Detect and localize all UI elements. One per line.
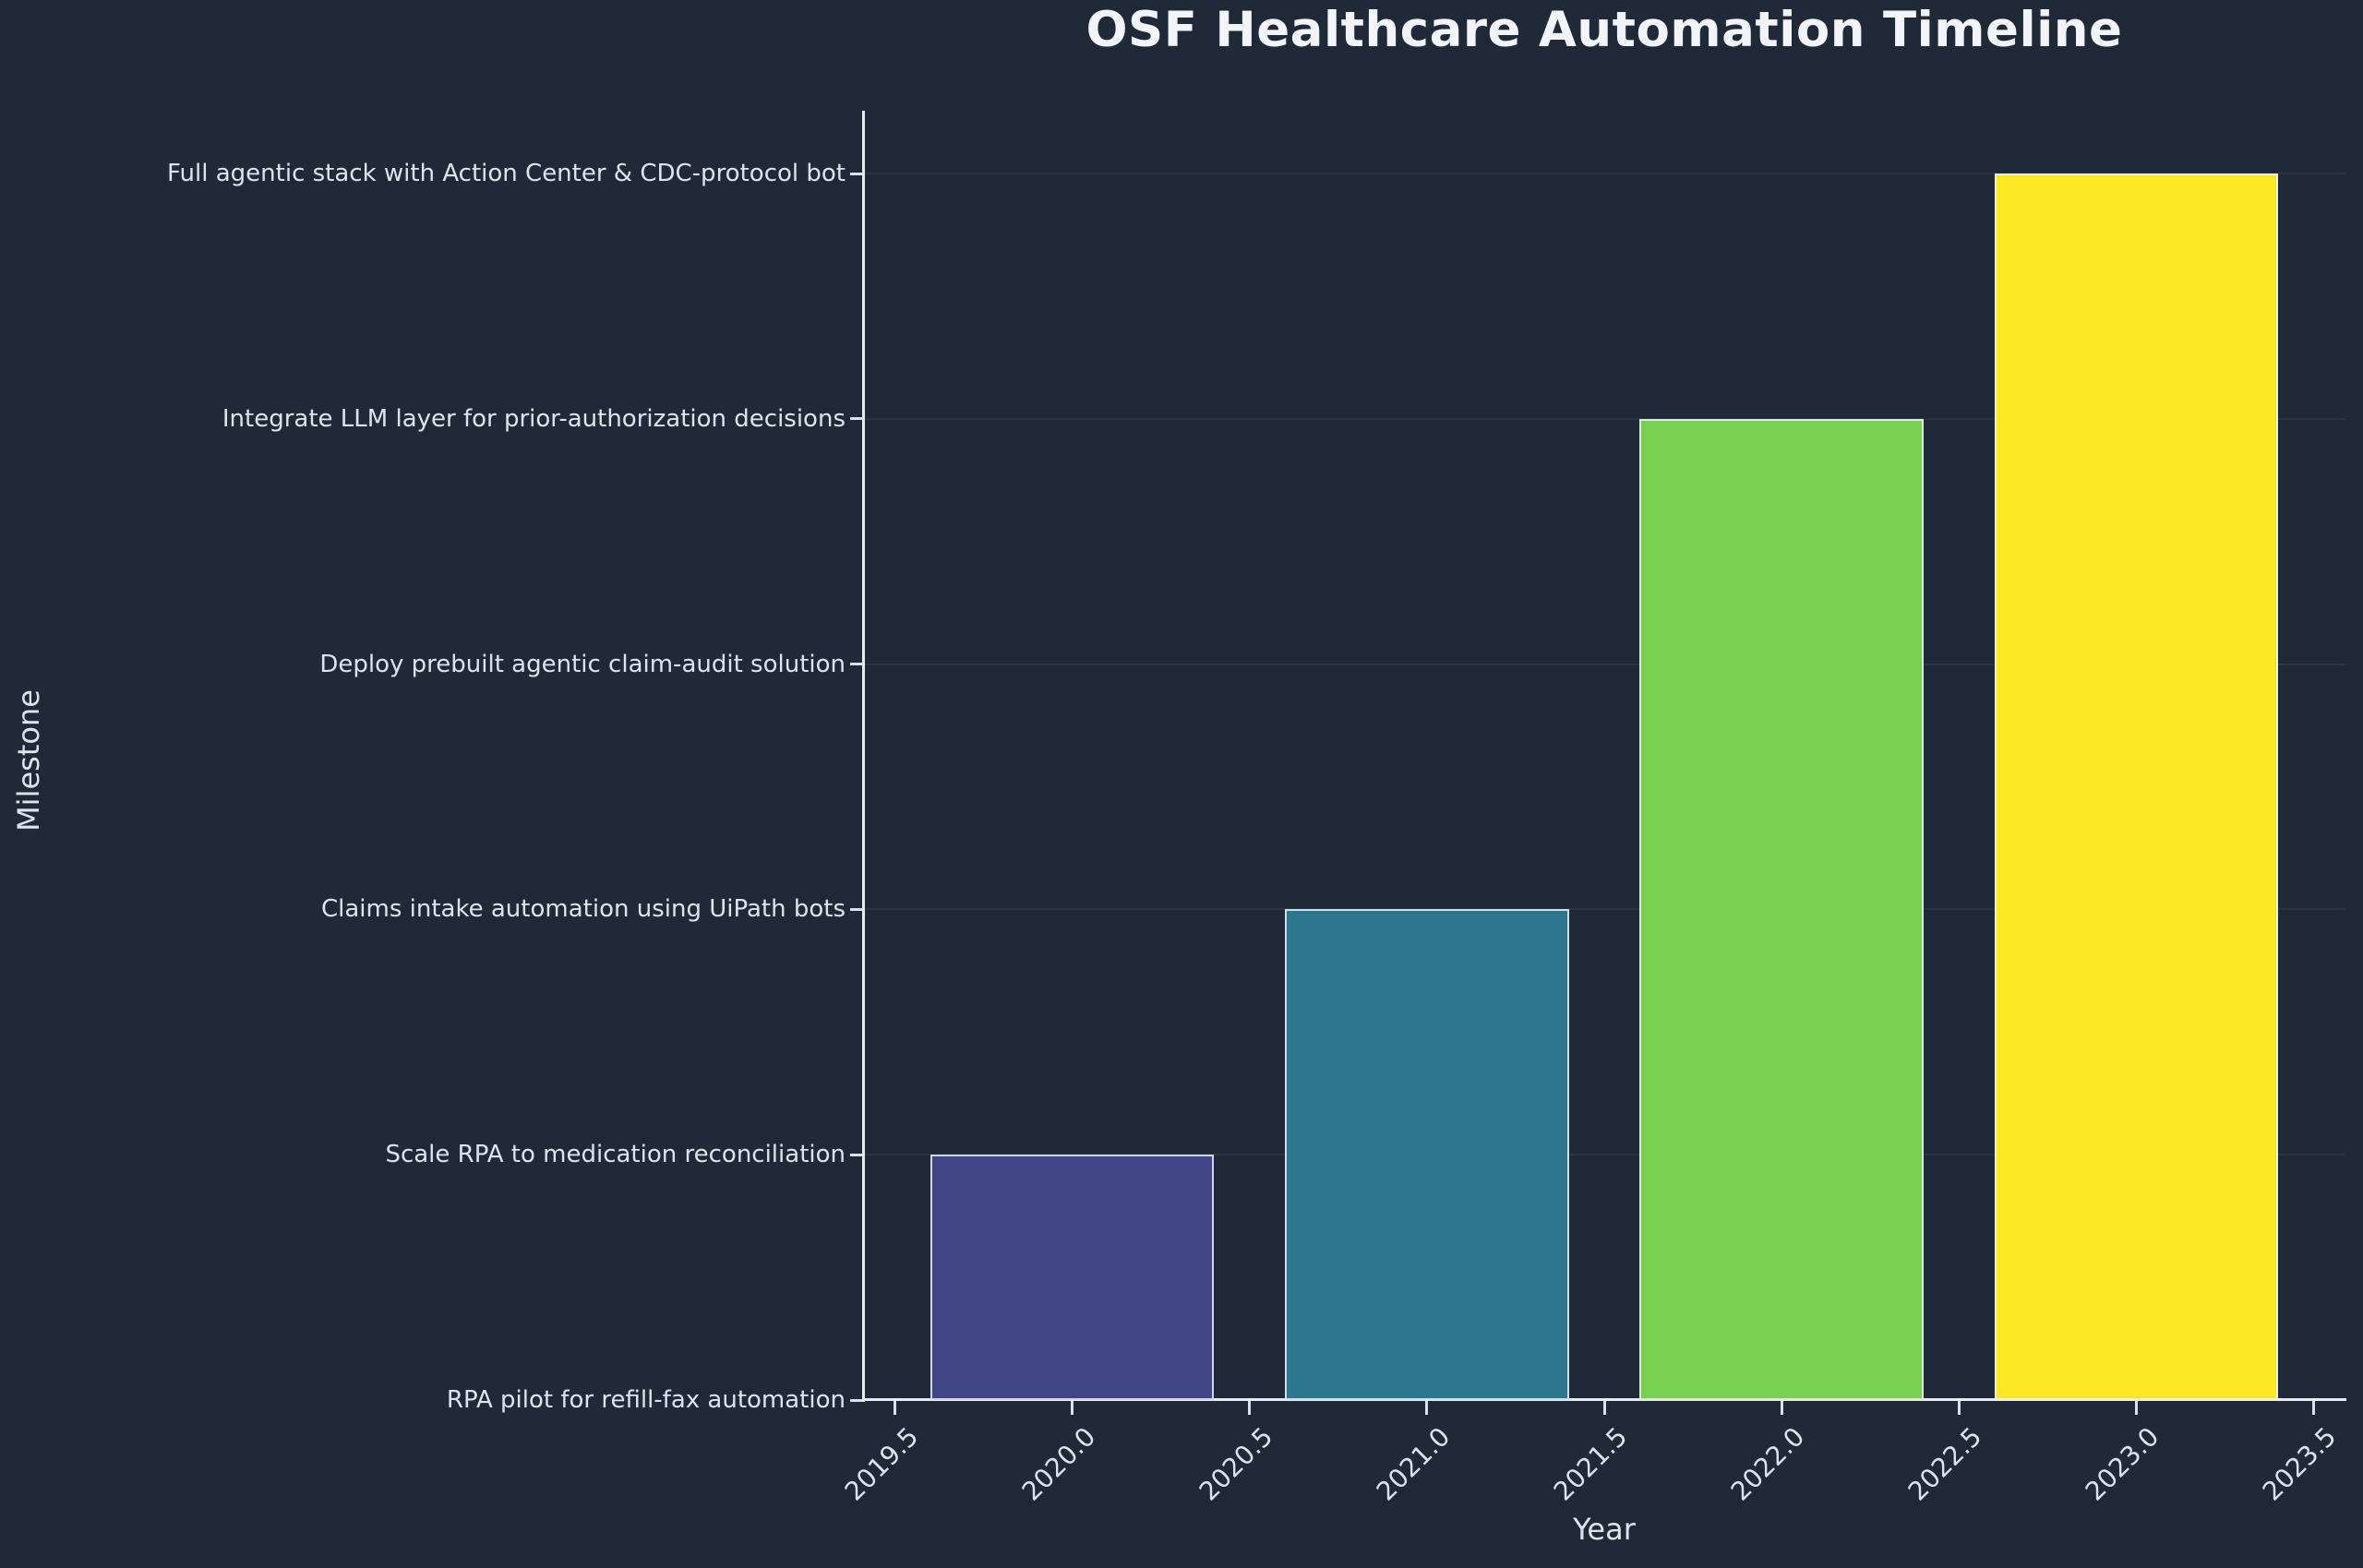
- x-tick-mark: [2134, 1401, 2138, 1415]
- x-tick-label: 2020.5: [1193, 1421, 1279, 1507]
- x-tick-label: 2021.0: [1370, 1421, 1457, 1507]
- x-axis-title: Year: [1573, 1512, 1636, 1547]
- gridline: [865, 663, 2345, 665]
- y-tick-mark: [850, 172, 862, 175]
- x-axis-spine: [862, 1398, 2346, 1401]
- x-tick-mark: [894, 1401, 897, 1415]
- bar-2021: [1285, 909, 1569, 1400]
- y-tick-label: RPA pilot for refill-fax automation: [446, 1386, 846, 1414]
- x-tick-mark: [1602, 1401, 1606, 1415]
- y-tick-label: Integrate LLM layer for prior-authorizat…: [222, 404, 846, 433]
- x-tick-label: 2022.0: [1724, 1421, 1811, 1507]
- x-tick-label: 2023.0: [2080, 1421, 2165, 1507]
- gridline: [865, 173, 2345, 174]
- bar-2022: [1639, 418, 1924, 1400]
- y-axis-title: Milestone: [11, 689, 46, 832]
- y-tick-label: Claims intake automation using UiPath bo…: [320, 895, 846, 924]
- x-tick-label: 2022.5: [1901, 1421, 1988, 1507]
- x-tick-label: 2020.0: [1015, 1421, 1102, 1507]
- x-tick-mark: [1780, 1401, 1783, 1415]
- x-tick-label: 2023.5: [2257, 1421, 2343, 1507]
- y-axis-spine: [862, 111, 865, 1402]
- y-tick-mark: [850, 1398, 862, 1402]
- x-tick-mark: [1957, 1401, 1961, 1415]
- y-tick-mark: [850, 1153, 862, 1156]
- y-tick-label: Full agentic stack with Action Center & …: [167, 160, 846, 187]
- gridline: [865, 1154, 2345, 1156]
- y-tick-mark: [850, 663, 862, 666]
- y-tick-label: Deploy prebuilt agentic claim-audit solu…: [319, 650, 846, 678]
- bar-2023: [1994, 174, 2278, 1400]
- x-tick-mark: [2311, 1401, 2315, 1415]
- x-tick-mark: [1071, 1401, 1074, 1415]
- x-tick-label: 2021.5: [1547, 1421, 1634, 1507]
- y-tick-label: Scale RPA to medication reconciliation: [385, 1141, 846, 1169]
- gridline: [865, 417, 2345, 420]
- bar-2020: [930, 1155, 1215, 1400]
- x-tick-mark: [1248, 1401, 1252, 1415]
- y-tick-mark: [850, 417, 862, 421]
- y-tick-mark: [850, 907, 862, 911]
- x-tick-mark: [1425, 1401, 1429, 1415]
- gridline: [865, 908, 2345, 911]
- x-tick-label: 2019.5: [838, 1421, 924, 1507]
- chart-title: OSF Healthcare Automation Timeline: [1086, 2, 2123, 58]
